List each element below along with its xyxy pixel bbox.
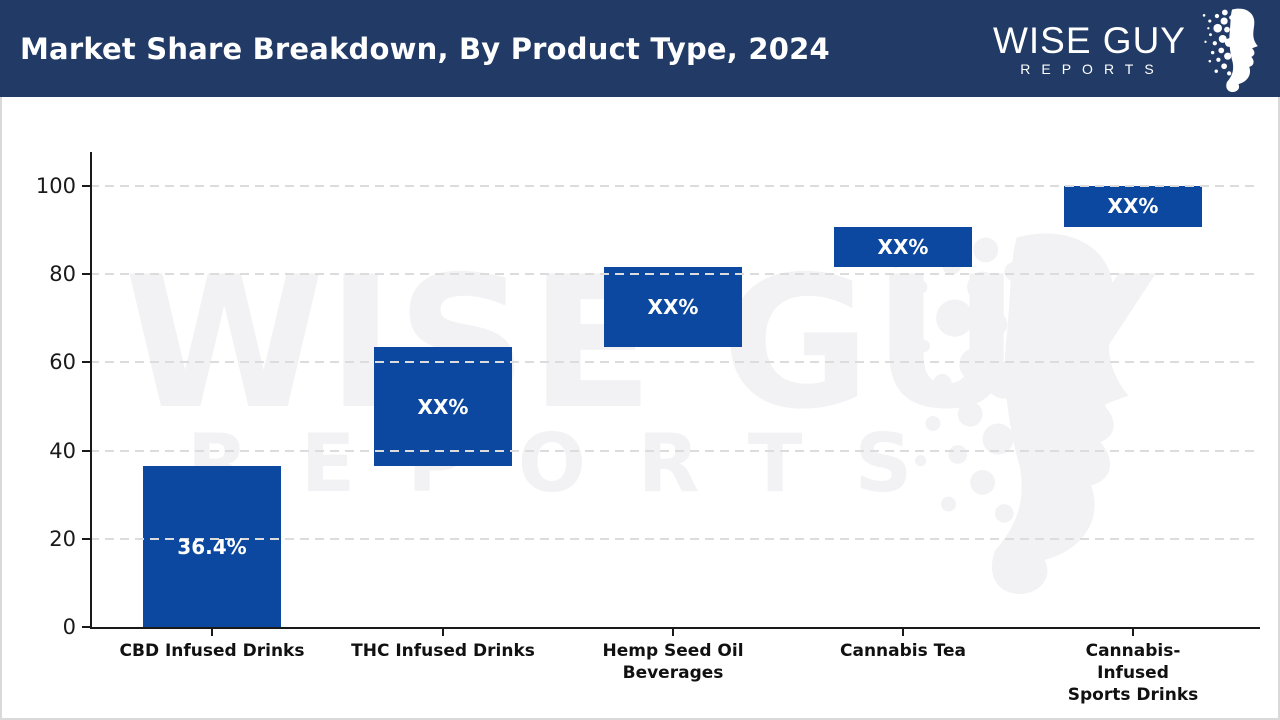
y-axis-line bbox=[90, 152, 92, 629]
y-axis-tick-mark bbox=[82, 185, 90, 187]
waterfall-bar bbox=[374, 346, 512, 467]
gridline bbox=[90, 273, 1260, 276]
gridline bbox=[90, 537, 1260, 540]
x-axis-category-label: Cannabis Tea bbox=[840, 641, 966, 661]
waterfall-bar bbox=[1064, 186, 1202, 227]
x-axis-category-label: Hemp Seed Oil Beverages bbox=[602, 641, 744, 684]
x-axis-tick-mark bbox=[1132, 627, 1134, 636]
x-axis-category-label: Cannabis-Infused Sports Drinks bbox=[1067, 641, 1199, 706]
gridline bbox=[90, 185, 1260, 187]
y-axis-tick-label: 80 bbox=[49, 262, 76, 287]
y-axis-tick-mark bbox=[82, 449, 90, 452]
bar-value-label: XX% bbox=[877, 234, 929, 259]
x-axis-line bbox=[90, 627, 1260, 629]
y-axis-tick-mark bbox=[82, 626, 90, 628]
x-axis-tick-mark bbox=[442, 627, 444, 636]
header-bar: Market Share Breakdown, By Product Type,… bbox=[0, 0, 1280, 97]
y-axis-tick-label: 100 bbox=[35, 174, 76, 198]
x-axis-category-label: CBD Infused Drinks bbox=[119, 641, 305, 661]
logo-wordmark: WISE GUY REPORTS bbox=[993, 22, 1186, 76]
gridline bbox=[90, 361, 1260, 364]
x-axis-tick-mark bbox=[672, 627, 674, 636]
y-axis-tick-mark bbox=[82, 273, 90, 276]
brand-logo: WISE GUY REPORTS bbox=[993, 6, 1266, 92]
logo-wordmark-sub: REPORTS bbox=[1020, 60, 1165, 77]
x-axis-tick-mark bbox=[902, 627, 904, 636]
x-axis-category-label: THC Infused Drinks bbox=[351, 641, 535, 661]
y-axis-tick-mark bbox=[82, 361, 90, 364]
y-axis-tick-label: 60 bbox=[49, 350, 76, 375]
waterfall-bar bbox=[834, 226, 972, 268]
bar-value-label: XX% bbox=[647, 295, 699, 320]
bar-value-label: XX% bbox=[417, 394, 469, 419]
x-axis-tick-mark bbox=[211, 627, 213, 636]
logo-wordmark-main: WISE GUY bbox=[992, 19, 1186, 61]
y-axis-tick-mark bbox=[82, 537, 90, 540]
gridline bbox=[90, 449, 1260, 452]
y-axis-tick-label: 0 bbox=[62, 615, 76, 639]
page-title: Market Share Breakdown, By Product Type,… bbox=[20, 31, 830, 66]
waterfall-bar bbox=[143, 466, 281, 627]
y-axis-tick-label: 40 bbox=[49, 438, 76, 463]
bar-value-label: 36.4% bbox=[177, 534, 247, 559]
wiseguy-head-logo-icon bbox=[1188, 6, 1266, 92]
watermark-subtext: REPORTS bbox=[187, 417, 965, 510]
bar-value-label: XX% bbox=[1107, 194, 1159, 219]
waterfall-bar bbox=[604, 267, 742, 347]
y-axis-tick-label: 20 bbox=[49, 526, 76, 551]
